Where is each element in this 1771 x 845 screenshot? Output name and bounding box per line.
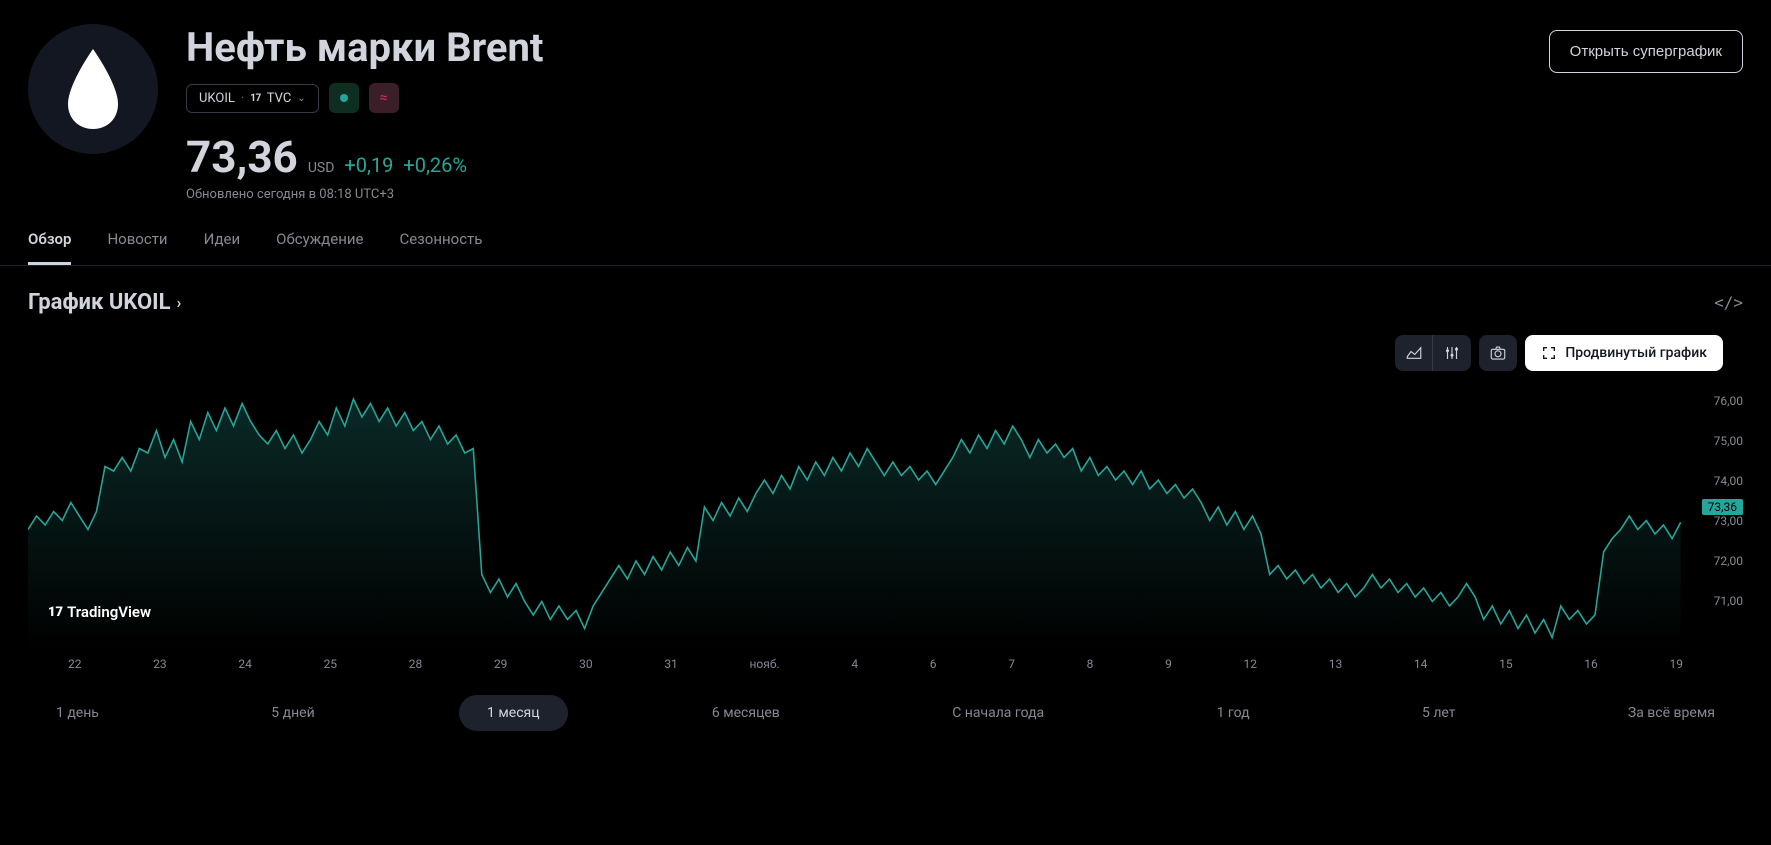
x-tick: 29 — [494, 657, 508, 671]
x-tick: 16 — [1584, 657, 1598, 671]
timeframe-1 день[interactable]: 1 день — [28, 695, 127, 731]
ticker-source: TVC — [267, 91, 292, 106]
camera-icon — [1489, 344, 1507, 362]
settings-button[interactable] — [1433, 335, 1471, 371]
open-superchart-button[interactable]: Открыть суперграфик — [1549, 30, 1743, 73]
x-tick: 8 — [1087, 657, 1094, 671]
timeframe-1 месяц[interactable]: 1 месяц — [459, 695, 567, 731]
y-tick: 71,00 — [1714, 594, 1743, 608]
timeframe-5 дней[interactable]: 5 дней — [243, 695, 342, 731]
chart-title-row: График UKOIL › </> — [28, 290, 1743, 315]
price-row: 73,36 USD +0,19 +0,26% — [186, 131, 1743, 183]
update-timestamp: Обновлено сегодня в 08:18 UTC+3 — [186, 187, 1743, 202]
x-tick: 19 — [1669, 657, 1683, 671]
header: Нефть марки Brent UKOIL · 17 TVC ⌄ ≈ 73,… — [0, 0, 1771, 202]
y-axis: 71,00 72,00 73,00 74,00 75,00 76,00 73,36 — [1693, 381, 1743, 621]
market-status-indicator[interactable] — [329, 83, 359, 113]
chart-title[interactable]: График UKOIL › — [28, 290, 181, 315]
timeframe-1 год[interactable]: 1 год — [1189, 695, 1278, 731]
chevron-down-icon: ⌄ — [297, 93, 305, 104]
x-tick: 31 — [664, 657, 678, 671]
area-chart-button[interactable] — [1395, 335, 1433, 371]
x-tick: 6 — [930, 657, 937, 671]
instrument-logo — [28, 24, 158, 154]
approx-badge[interactable]: ≈ — [369, 83, 399, 113]
embed-code-icon[interactable]: </> — [1714, 293, 1743, 312]
x-tick: 15 — [1499, 657, 1513, 671]
tv-logo-text: 17 — [48, 605, 63, 620]
area-chart-icon — [1405, 344, 1423, 362]
timeframes: 1 день 5 дней 1 месяц 6 месяцев С начала год… — [0, 671, 1771, 751]
y-tick: 73,00 — [1714, 514, 1743, 528]
x-tick: 7 — [1008, 657, 1015, 671]
sliders-icon — [1443, 344, 1461, 362]
x-tick: 24 — [238, 657, 252, 671]
chevron-right-icon: › — [177, 293, 182, 312]
tab-Обзор[interactable]: Обзор — [28, 230, 71, 265]
x-tick: 30 — [579, 657, 593, 671]
timeframe-6 месяцев[interactable]: 6 месяцев — [684, 695, 808, 731]
header-content: Нефть марки Brent UKOIL · 17 TVC ⌄ ≈ 73,… — [186, 24, 1743, 202]
x-tick: 14 — [1414, 657, 1428, 671]
x-axis: 22 23 24 25 28 29 30 31 нояб. 4 6 7 8 9 12 13 14 15 16 19 — [28, 651, 1743, 671]
watermark-text: TradingView — [67, 603, 151, 621]
y-tick: 76,00 — [1714, 394, 1743, 408]
x-tick: 12 — [1244, 657, 1258, 671]
tab-Новости[interactable]: Новости — [107, 230, 167, 265]
x-tick: 4 — [851, 657, 858, 671]
timeframe-5 лет[interactable]: 5 лет — [1394, 695, 1484, 731]
y-tick: 75,00 — [1714, 434, 1743, 448]
chart-type-group — [1395, 335, 1471, 371]
x-tick: 25 — [324, 657, 338, 671]
oil-drop-icon — [63, 49, 123, 129]
tabs: Обзор Новости Идеи Обсуждение Сезонность — [0, 202, 1771, 266]
ticker-row: UKOIL · 17 TVC ⌄ ≈ — [186, 83, 1743, 113]
tradingview-watermark: 17 TradingView — [48, 603, 151, 621]
tab-Сезонность[interactable]: Сезонность — [399, 230, 482, 265]
price-value: 73,36 — [186, 131, 298, 183]
tab-Обсуждение[interactable]: Обсуждение — [276, 230, 363, 265]
ticker-symbol: UKOIL — [199, 91, 235, 106]
x-tick: нояб. — [750, 657, 780, 671]
timeframe-За всё время[interactable]: За всё время — [1600, 695, 1743, 731]
page-title: Нефть марки Brent — [186, 24, 1743, 71]
price-currency: USD — [308, 160, 335, 176]
current-price-tag: 73,36 — [1702, 499, 1743, 515]
x-tick: 13 — [1329, 657, 1343, 671]
ticker-selector[interactable]: UKOIL · 17 TVC ⌄ — [186, 84, 319, 113]
x-tick: 22 — [68, 657, 82, 671]
advanced-chart-label: Продвинутый график — [1565, 345, 1707, 361]
y-tick: 74,00 — [1714, 474, 1743, 488]
x-tick: 23 — [153, 657, 167, 671]
snapshot-button[interactable] — [1479, 335, 1517, 371]
y-tick: 72,00 — [1714, 554, 1743, 568]
advanced-chart-button[interactable]: Продвинутый график — [1525, 335, 1723, 371]
price-change-pct: +0,26% — [403, 153, 467, 177]
snapshot-group — [1479, 335, 1517, 371]
x-tick: 9 — [1165, 657, 1172, 671]
timeframe-С начала года[interactable]: С начала года — [924, 695, 1072, 731]
chart-title-text: График UKOIL — [28, 290, 171, 315]
price-change-abs: +0,19 — [344, 153, 393, 177]
tab-Идеи[interactable]: Идеи — [204, 230, 241, 265]
chart-section: График UKOIL › </> Продвинутый график 71… — [0, 266, 1771, 671]
fullscreen-icon — [1541, 345, 1557, 361]
price-chart — [28, 381, 1743, 651]
chart-tools: Продвинутый график — [28, 335, 1743, 371]
separator-dot: · — [241, 91, 244, 106]
tv-logo-icon: 17 — [250, 93, 260, 104]
x-tick: 28 — [409, 657, 423, 671]
chart-container[interactable]: 71,00 72,00 73,00 74,00 75,00 76,00 73,36 17 T… — [28, 381, 1743, 651]
